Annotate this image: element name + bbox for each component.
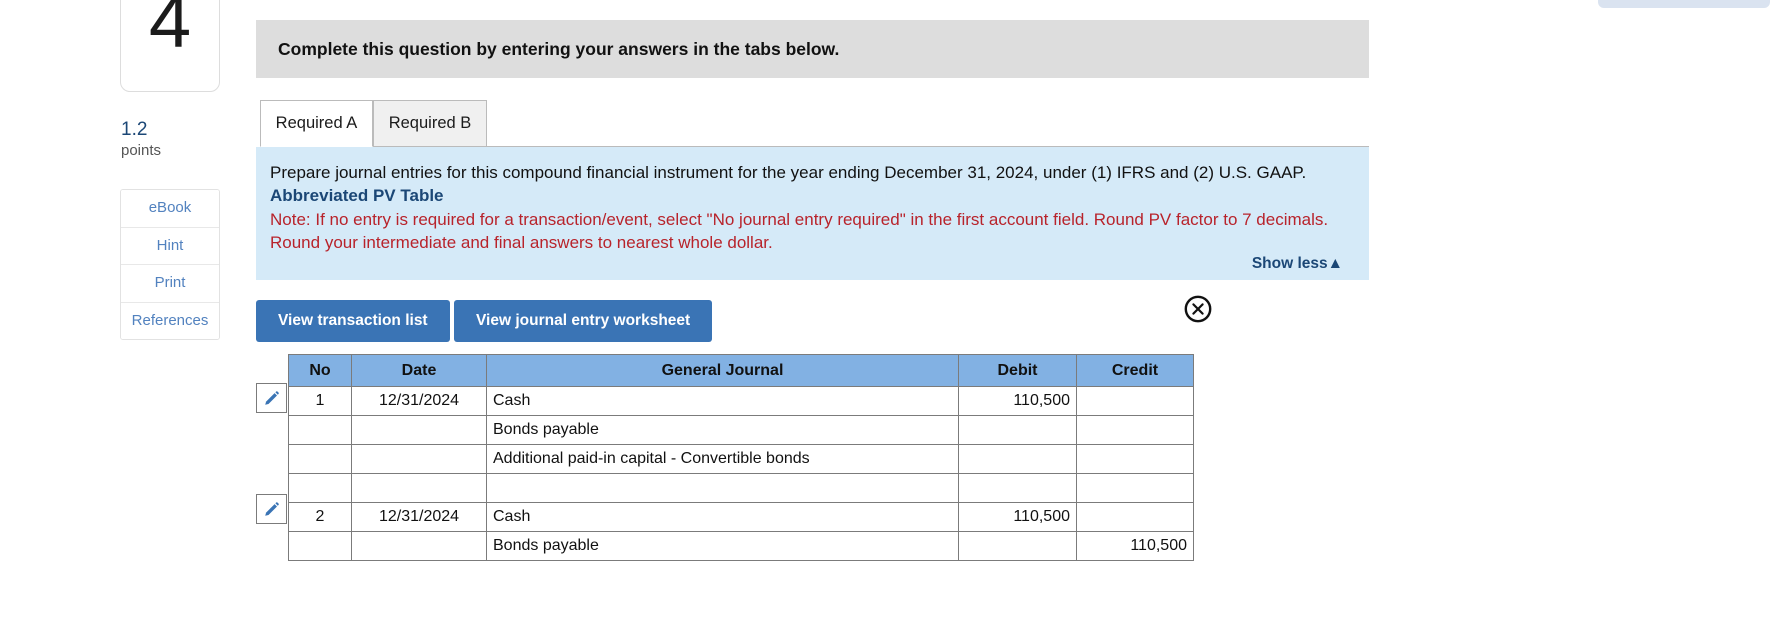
- view-transaction-list-button[interactable]: View transaction list: [256, 300, 450, 342]
- cell-no: [288, 473, 352, 503]
- cell-credit[interactable]: [1076, 444, 1194, 474]
- journal-table-wrapper: No Date General Journal Debit Credit 1 1…: [256, 354, 1369, 561]
- tab-required-a[interactable]: Required A: [260, 100, 373, 147]
- instruction-note-text: Note: If no entry is required for a tran…: [270, 210, 1329, 253]
- cell-no: [288, 531, 352, 561]
- journal-entry-table: No Date General Journal Debit Credit 1 1…: [288, 354, 1194, 561]
- cell-debit[interactable]: 110,500: [958, 502, 1077, 532]
- instruction-main-text: Prepare journal entries for this compoun…: [270, 161, 1353, 207]
- cell-account[interactable]: Bonds payable: [486, 415, 959, 445]
- points-value: 1.2: [121, 119, 148, 140]
- edit-pencil-icon[interactable]: [256, 494, 287, 524]
- cell-no: [288, 415, 352, 445]
- cell-no: 2: [288, 502, 352, 532]
- cell-no: 1: [288, 386, 352, 416]
- table-row[interactable]: Additional paid-in capital - Convertible…: [288, 444, 1194, 474]
- cell-date[interactable]: [351, 444, 487, 474]
- view-journal-entry-worksheet-button[interactable]: View journal entry worksheet: [454, 300, 713, 342]
- show-less-label: Show less: [1251, 255, 1328, 272]
- table-row[interactable]: [288, 473, 1194, 503]
- cell-credit[interactable]: 110,500: [1076, 531, 1194, 561]
- cell-date[interactable]: [351, 531, 487, 561]
- edit-pencil-icon[interactable]: [256, 383, 287, 413]
- cell-date[interactable]: 12/31/2024: [351, 386, 487, 416]
- tab-bar: Required A Required B: [256, 100, 1369, 147]
- cell-credit[interactable]: [1076, 473, 1194, 503]
- instruction-panel: Prepare journal entries for this compoun…: [256, 147, 1369, 280]
- cell-date[interactable]: [351, 473, 487, 503]
- points-label: points: [121, 141, 162, 159]
- cell-debit[interactable]: [958, 444, 1077, 474]
- rail-button-print[interactable]: Print: [121, 265, 219, 303]
- cell-credit[interactable]: [1076, 502, 1194, 532]
- show-less-toggle[interactable]: Show less▲: [1252, 255, 1343, 273]
- banner-text: Complete this question by entering your …: [278, 38, 840, 59]
- cell-debit[interactable]: 110,500: [958, 386, 1077, 416]
- cell-debit[interactable]: [958, 415, 1077, 445]
- instruction-sentence: Prepare journal entries for this compoun…: [270, 163, 1307, 182]
- column-header-general-journal: General Journal: [486, 354, 959, 387]
- cell-account[interactable]: Cash: [486, 386, 959, 416]
- column-header-date: Date: [351, 354, 487, 387]
- cell-account[interactable]: [486, 473, 959, 503]
- cell-date[interactable]: 12/31/2024: [351, 502, 487, 532]
- points-block: 1.2 points: [120, 119, 220, 160]
- close-icon[interactable]: [1183, 294, 1213, 324]
- cell-credit[interactable]: [1076, 415, 1194, 445]
- cell-account[interactable]: Additional paid-in capital - Convertible…: [486, 444, 959, 474]
- table-row[interactable]: Bonds payable 110,500: [288, 531, 1194, 561]
- question-number-box: 4: [120, 0, 220, 92]
- table-row[interactable]: 2 12/31/2024 Cash 110,500: [288, 502, 1194, 532]
- rail-button-references[interactable]: References: [121, 302, 219, 340]
- cell-credit[interactable]: [1076, 386, 1194, 416]
- cell-no: [288, 444, 352, 474]
- question-rail: 4 1.2 points eBook Hint Print References: [120, 0, 220, 341]
- complete-question-banner: Complete this question by entering your …: [256, 20, 1369, 78]
- table-row[interactable]: Bonds payable: [288, 415, 1194, 445]
- cell-account[interactable]: Cash: [486, 502, 959, 532]
- tab-required-b[interactable]: Required B: [373, 100, 487, 147]
- table-header-row: No Date General Journal Debit Credit: [288, 354, 1194, 387]
- cell-date[interactable]: [351, 415, 487, 445]
- column-header-no: No: [288, 354, 352, 387]
- rail-button-group: eBook Hint Print References: [120, 189, 220, 341]
- caret-up-icon: ▲: [1327, 255, 1343, 272]
- top-right-partial-button[interactable]: [1598, 0, 1770, 8]
- abbreviated-pv-table-link[interactable]: Abbreviated PV Table: [270, 186, 444, 206]
- question-number: 4: [148, 0, 192, 64]
- tab-underline: [260, 146, 1369, 147]
- column-header-credit: Credit: [1076, 354, 1194, 387]
- cell-debit[interactable]: [958, 473, 1077, 503]
- cell-account[interactable]: Bonds payable: [486, 531, 959, 561]
- column-header-debit: Debit: [958, 354, 1077, 387]
- rail-button-ebook[interactable]: eBook: [121, 190, 219, 228]
- action-button-row: View transaction list View journal entry…: [256, 295, 1369, 342]
- main-content: Complete this question by entering your …: [256, 0, 1369, 561]
- table-row[interactable]: 1 12/31/2024 Cash 110,500: [288, 386, 1194, 416]
- rail-button-hint[interactable]: Hint: [121, 227, 219, 266]
- cell-debit[interactable]: [958, 531, 1077, 561]
